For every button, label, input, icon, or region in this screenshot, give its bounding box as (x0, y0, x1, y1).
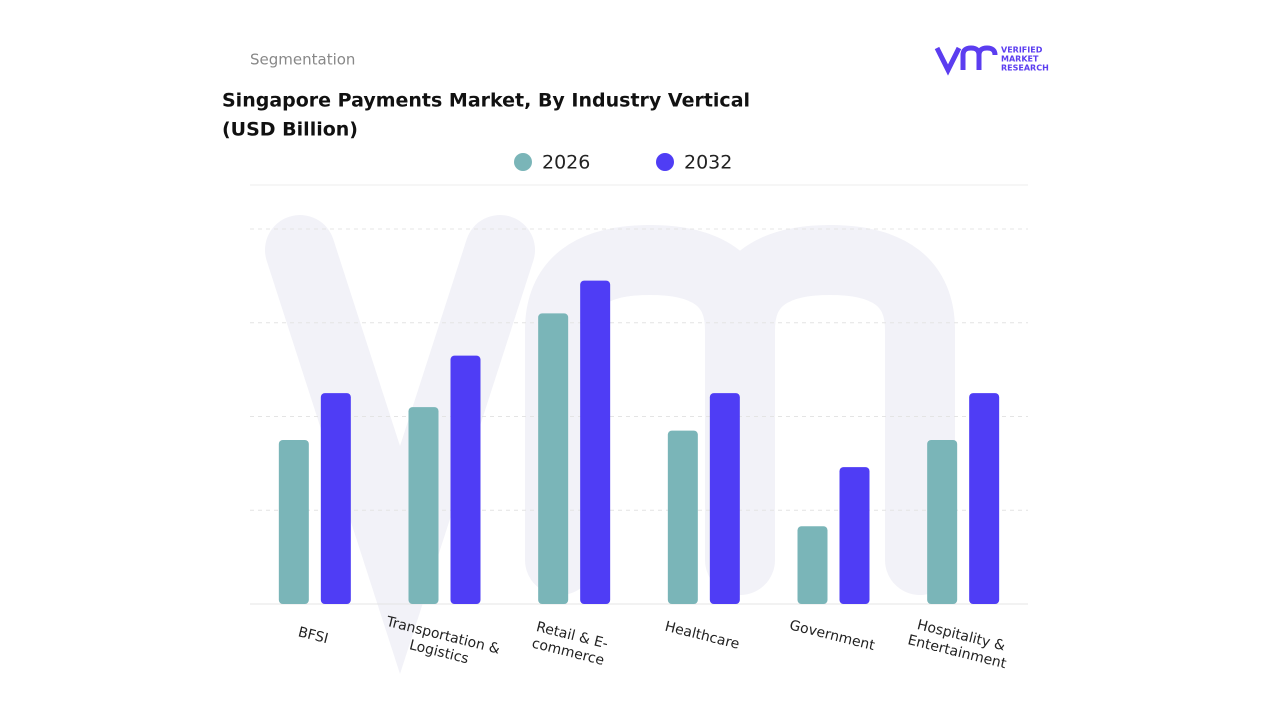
legend-swatch (656, 153, 674, 171)
legend-label: 2026 (542, 152, 590, 174)
bar (709, 393, 740, 604)
logo-text: RESEARCH (1001, 64, 1049, 73)
bar (969, 393, 1000, 604)
bar (538, 313, 569, 604)
header: Segmentation (250, 51, 355, 69)
bar (797, 526, 828, 604)
bar (278, 439, 309, 604)
bar (450, 355, 481, 604)
logo-text: VERIFIED (1001, 46, 1043, 55)
chart-subtitle: (USD Billion) (222, 119, 358, 141)
bar (667, 430, 698, 604)
legend-label: 2032 (684, 152, 732, 174)
logo-text: MARKET (1001, 55, 1039, 64)
bar (320, 393, 351, 604)
logo-mark (934, 45, 998, 76)
bar (839, 467, 870, 604)
bar (927, 439, 958, 604)
watermark (265, 215, 955, 675)
logo: VERIFIED MARKET RESEARCH (934, 45, 1049, 76)
bar (580, 280, 611, 604)
legend-swatch (514, 153, 532, 171)
chart-title: Singapore Payments Market, By Industry V… (222, 90, 750, 112)
bar (408, 407, 439, 604)
